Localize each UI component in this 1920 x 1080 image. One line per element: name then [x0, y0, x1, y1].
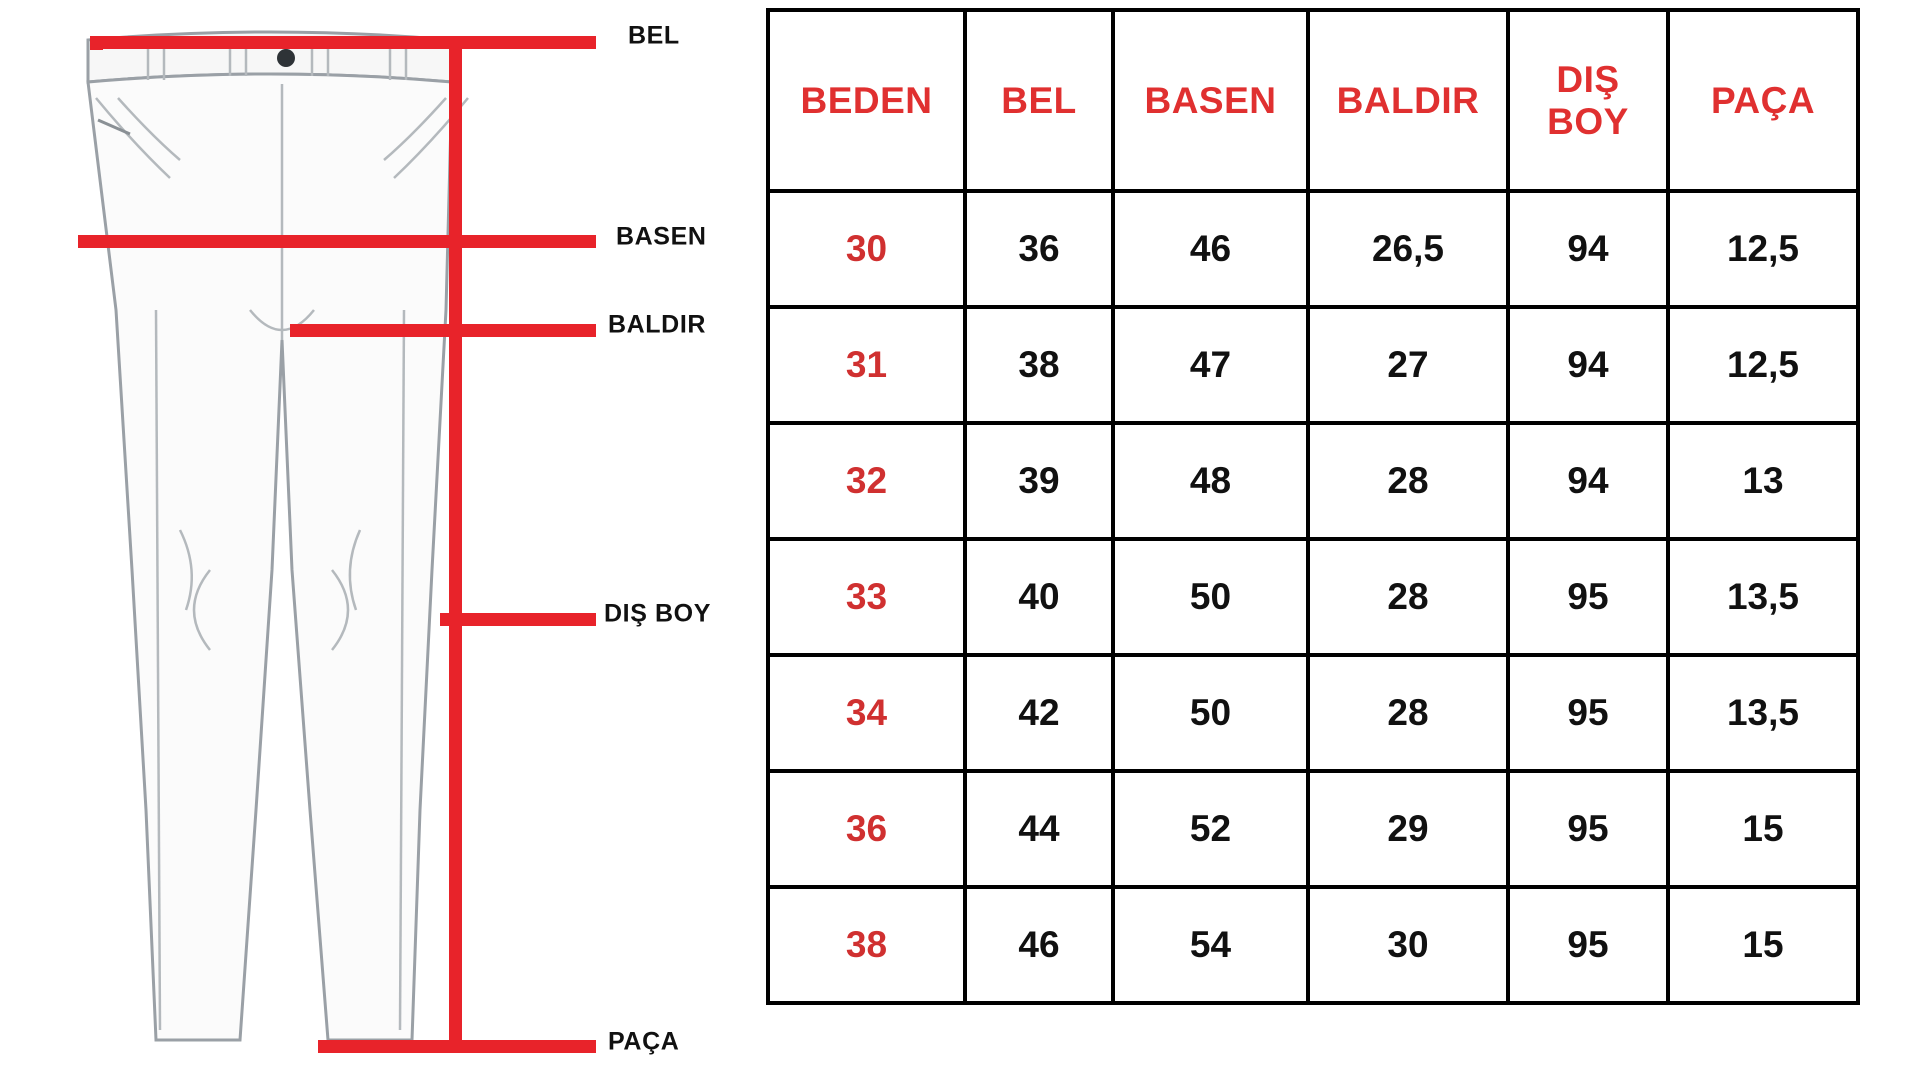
pants-illustration-icon	[86, 30, 469, 1042]
cell-basen: 54	[1111, 885, 1310, 1005]
size-table-container: BEDEN BEL BASEN BALDIR DIŞ BOY PAÇA 30 3…	[766, 8, 1860, 1005]
cell-bel: 46	[963, 885, 1115, 1005]
pants-diagram: BEL BASEN BALDIR DIŞ BOY PAÇA	[0, 0, 760, 1080]
cell-dis-boy: 95	[1506, 885, 1670, 1005]
cell-bel: 44	[963, 769, 1115, 889]
column-header-basen: BASEN	[1111, 8, 1310, 193]
cell-bel: 39	[963, 421, 1115, 541]
table-row: 30 36 46 26,5 94 12,5	[766, 189, 1860, 309]
column-header-baldir: BALDIR	[1306, 8, 1510, 193]
cell-paca: 13	[1666, 421, 1860, 541]
cell-bel: 40	[963, 537, 1115, 657]
cell-baldir: 28	[1306, 653, 1510, 773]
cell-beden: 34	[766, 653, 967, 773]
cell-dis-boy: 95	[1506, 769, 1670, 889]
column-header-bel: BEL	[963, 8, 1115, 193]
cell-basen: 50	[1111, 537, 1310, 657]
cell-beden: 38	[766, 885, 967, 1005]
cell-beden: 36	[766, 769, 967, 889]
cell-basen: 46	[1111, 189, 1310, 309]
cell-dis-boy: 95	[1506, 653, 1670, 773]
cell-bel: 42	[963, 653, 1115, 773]
cell-paca: 12,5	[1666, 305, 1860, 425]
diagram-label-basen: BASEN	[616, 222, 707, 251]
cell-baldir: 30	[1306, 885, 1510, 1005]
cell-dis-boy: 94	[1506, 421, 1670, 541]
cell-baldir: 27	[1306, 305, 1510, 425]
measure-guide-baldir	[290, 324, 596, 337]
cell-basen: 48	[1111, 421, 1310, 541]
table-header-row: BEDEN BEL BASEN BALDIR DIŞ BOY PAÇA	[766, 8, 1860, 193]
measure-guide-basen	[78, 235, 596, 248]
cell-paca: 13,5	[1666, 653, 1860, 773]
cell-basen: 52	[1111, 769, 1310, 889]
cell-paca: 15	[1666, 885, 1860, 1005]
table-row: 36 44 52 29 95 15	[766, 769, 1860, 889]
diagram-label-baldir: BALDIR	[608, 310, 707, 339]
cell-beden: 30	[766, 189, 967, 309]
table-row: 33 40 50 28 95 13,5	[766, 537, 1860, 657]
measure-guide-paca	[318, 1040, 596, 1053]
cell-baldir: 28	[1306, 421, 1510, 541]
cell-dis-boy: 95	[1506, 537, 1670, 657]
diagram-label-bel: BEL	[628, 21, 680, 50]
cell-paca: 13,5	[1666, 537, 1860, 657]
table-row: 34 42 50 28 95 13,5	[766, 653, 1860, 773]
cell-paca: 15	[1666, 769, 1860, 889]
table-row: 38 46 54 30 95 15	[766, 885, 1860, 1005]
cell-basen: 47	[1111, 305, 1310, 425]
column-header-paca: PAÇA	[1666, 8, 1860, 193]
column-header-dis-boy: DIŞ BOY	[1506, 8, 1670, 193]
cell-baldir: 26,5	[1306, 189, 1510, 309]
cell-dis-boy: 94	[1506, 305, 1670, 425]
column-header-beden: BEDEN	[766, 8, 967, 193]
diagram-label-paca: PAÇA	[608, 1027, 680, 1056]
cell-baldir: 29	[1306, 769, 1510, 889]
cell-basen: 50	[1111, 653, 1310, 773]
cell-beden: 33	[766, 537, 967, 657]
diagram-label-dis-boy: DIŞ BOY	[604, 599, 711, 628]
cell-baldir: 28	[1306, 537, 1510, 657]
table-row: 32 39 48 28 94 13	[766, 421, 1860, 541]
measure-guide-bel	[90, 36, 596, 49]
cell-bel: 36	[963, 189, 1115, 309]
cell-dis-boy: 94	[1506, 189, 1670, 309]
cell-bel: 38	[963, 305, 1115, 425]
table-row: 31 38 47 27 94 12,5	[766, 305, 1860, 425]
measure-guide-dis-boy	[440, 613, 596, 626]
cell-beden: 32	[766, 421, 967, 541]
size-table: BEDEN BEL BASEN BALDIR DIŞ BOY PAÇA 30 3…	[766, 8, 1860, 1005]
measure-guide-vertical	[449, 36, 462, 1046]
cell-beden: 31	[766, 305, 967, 425]
cell-paca: 12,5	[1666, 189, 1860, 309]
